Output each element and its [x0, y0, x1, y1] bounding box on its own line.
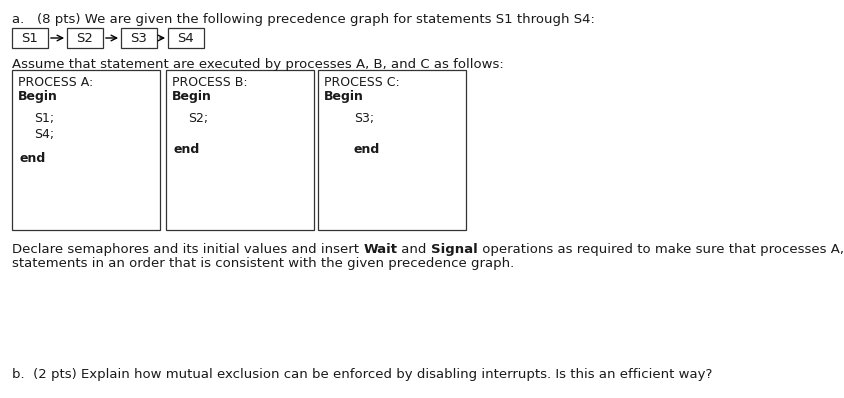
Text: S2;: S2; — [187, 112, 208, 125]
Bar — [317, 70, 465, 230]
Text: PROCESS A:: PROCESS A: — [18, 76, 93, 89]
Bar — [12, 28, 48, 48]
Text: S1: S1 — [22, 31, 38, 45]
Text: S1;: S1; — [34, 112, 54, 125]
Text: operations as required to make sure that processes A, B, and C execute the: operations as required to make sure that… — [477, 243, 844, 256]
Bar — [168, 28, 203, 48]
Text: S4;: S4; — [34, 128, 54, 141]
Text: statements in an order that is consistent with the given precedence graph.: statements in an order that is consisten… — [12, 257, 514, 270]
Text: Wait: Wait — [363, 243, 397, 256]
Bar — [165, 70, 314, 230]
Text: S3;: S3; — [354, 112, 374, 125]
Text: Begin: Begin — [172, 90, 212, 103]
Text: end: end — [174, 143, 200, 156]
Text: S2: S2 — [77, 31, 94, 45]
Text: and: and — [397, 243, 430, 256]
Text: Begin: Begin — [18, 90, 57, 103]
Text: b.  (2 pts) Explain how mutual exclusion can be enforced by disabling interrupts: b. (2 pts) Explain how mutual exclusion … — [12, 368, 711, 381]
Text: Signal: Signal — [430, 243, 477, 256]
Bar — [121, 28, 157, 48]
Text: PROCESS C:: PROCESS C: — [323, 76, 399, 89]
Text: end: end — [20, 152, 46, 165]
Text: PROCESS B:: PROCESS B: — [172, 76, 247, 89]
Text: Begin: Begin — [323, 90, 364, 103]
Text: end: end — [354, 143, 380, 156]
Text: S3: S3 — [131, 31, 147, 45]
Text: Declare semaphores and its initial values and insert: Declare semaphores and its initial value… — [12, 243, 363, 256]
Text: S4: S4 — [177, 31, 194, 45]
Text: a.   (8 pts) We are given the following precedence graph for statements S1 throu: a. (8 pts) We are given the following pr… — [12, 13, 594, 26]
Text: Assume that statement are executed by processes A, B, and C as follows:: Assume that statement are executed by pr… — [12, 58, 503, 71]
Bar — [12, 70, 160, 230]
Bar — [67, 28, 103, 48]
